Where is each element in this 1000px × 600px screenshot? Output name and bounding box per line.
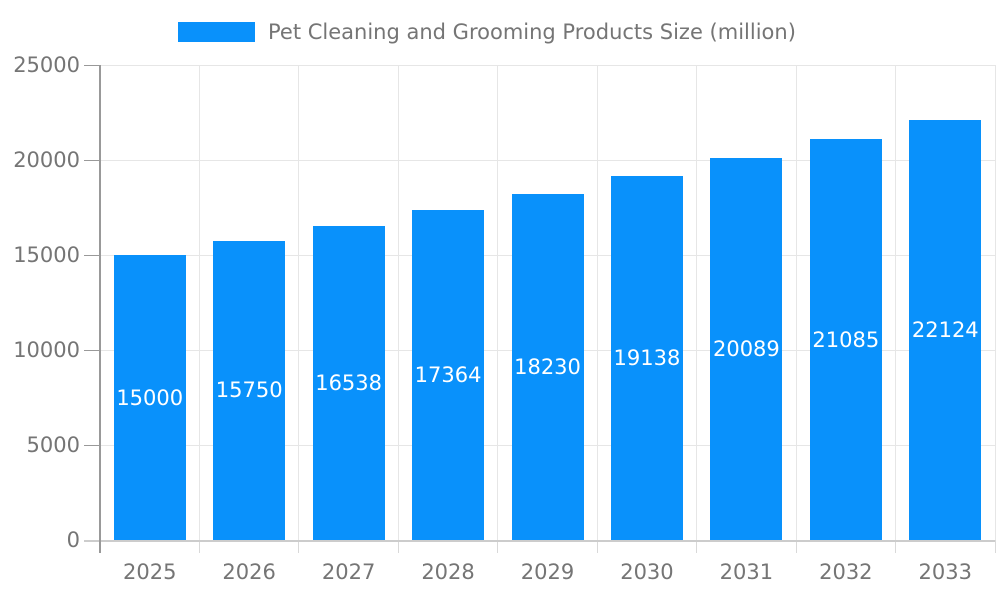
bar-value-label: 15000 (116, 385, 184, 410)
gridline-v (397, 65, 399, 540)
x-tick-label: 2032 (819, 560, 873, 584)
bar-value-label: 19138 (613, 346, 681, 371)
legend-label: Pet Cleaning and Grooming Products Size … (268, 20, 796, 44)
x-tick-label: 2025 (122, 560, 177, 584)
bar-value-label: 20089 (712, 337, 780, 362)
bar-value-label: 18230 (514, 354, 581, 379)
x-tick (298, 540, 300, 553)
gridline-h (100, 159, 995, 161)
bar (213, 240, 286, 540)
gridline-v (497, 65, 499, 540)
bar-value-label: 21085 (812, 327, 880, 352)
bar (610, 176, 683, 540)
y-tick-label: 5000 (26, 433, 80, 457)
y-axis-line (99, 65, 101, 553)
x-tick (397, 540, 399, 553)
x-tick-label: 2029 (520, 560, 575, 584)
gridline-v (895, 65, 897, 540)
y-tick (84, 64, 100, 66)
bar-value-label: 16538 (315, 370, 383, 395)
y-tick (84, 254, 100, 256)
y-tick (84, 444, 100, 446)
x-tick (795, 540, 797, 553)
x-tick (895, 540, 897, 553)
bar (113, 255, 186, 540)
x-tick (497, 540, 499, 553)
x-tick-label: 2033 (918, 560, 972, 584)
bar (809, 139, 882, 540)
x-tick-label: 2026 (222, 560, 276, 584)
gridline-h (100, 64, 995, 66)
gridline-v (198, 65, 200, 540)
gridline-v (596, 65, 598, 540)
gridline-v (795, 65, 797, 540)
x-tick-label: 2030 (620, 560, 674, 584)
gridline-v (298, 65, 300, 540)
bar (312, 225, 385, 540)
bar-value-label: 22124 (911, 317, 979, 342)
y-tick-label: 15000 (13, 243, 80, 267)
legend-swatch (178, 22, 255, 42)
x-axis-line (84, 539, 995, 542)
y-tick (84, 349, 100, 351)
y-tick (84, 159, 100, 161)
x-tick-label: 2028 (421, 560, 475, 584)
bar (511, 193, 584, 540)
y-tick-label: 0 (66, 528, 80, 552)
y-tick-label: 25000 (13, 53, 80, 77)
x-tick-label: 2027 (321, 560, 376, 584)
x-tick (198, 540, 200, 553)
y-tick-label: 20000 (13, 148, 80, 172)
bar (412, 210, 485, 540)
x-tick (994, 540, 996, 553)
gridline-v (696, 65, 698, 540)
bar-value-label: 15750 (215, 378, 283, 403)
chart-legend: Pet Cleaning and Grooming Products Size … (178, 20, 796, 44)
bar-value-label: 17364 (414, 363, 482, 388)
x-tick (596, 540, 598, 553)
bar (710, 158, 783, 540)
gridline-v (994, 65, 996, 540)
x-tick-label: 2031 (719, 560, 774, 584)
y-tick-label: 10000 (13, 338, 80, 362)
x-tick (696, 540, 698, 553)
bar (909, 119, 982, 540)
